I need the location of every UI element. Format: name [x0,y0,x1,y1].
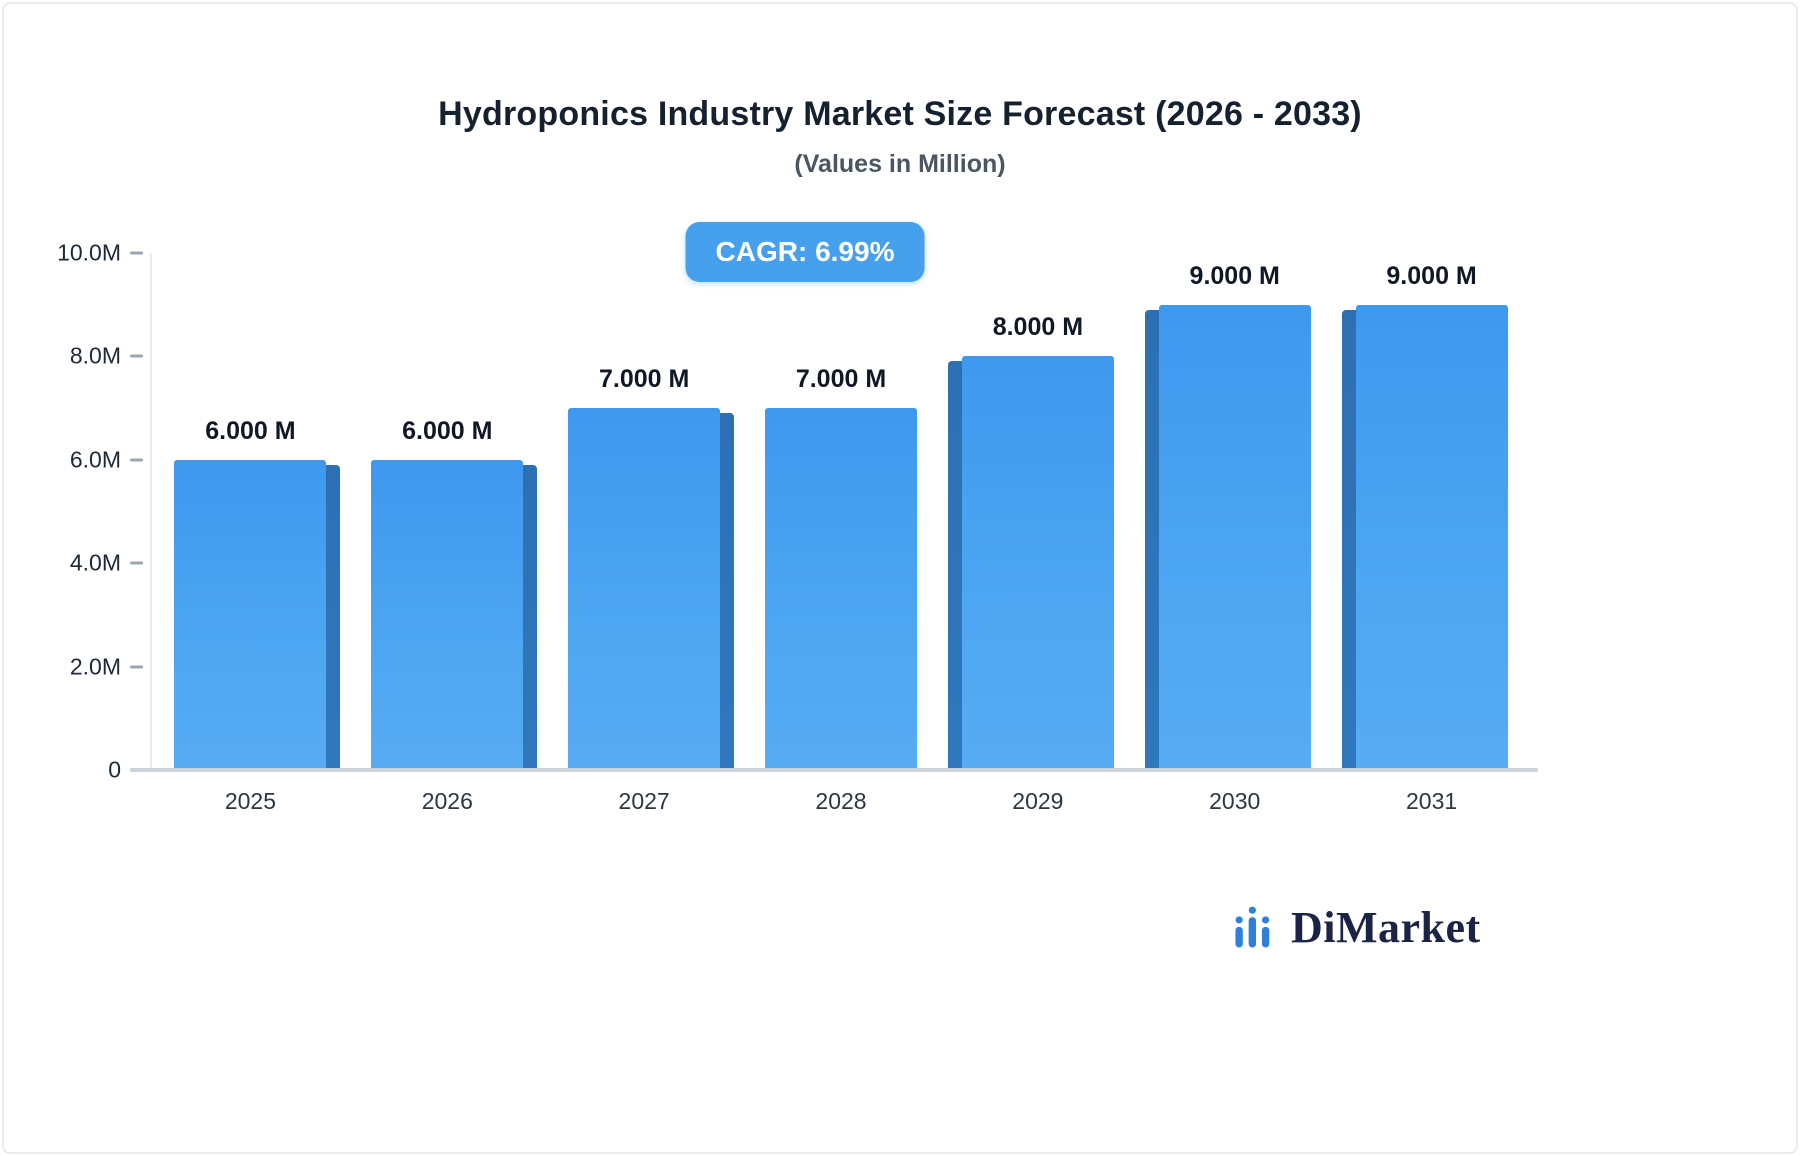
bar-2031[interactable] [1341,304,1508,771]
brand-logo: DiMarket [1232,902,1481,953]
bar-group: 7.000 M 2027 [546,253,743,814]
x-axis-label: 2028 [815,788,867,814]
x-axis-label: 2030 [1209,788,1261,814]
bar-value-label: 6.000 M [205,416,296,445]
bar-value-label: 7.000 M [598,365,690,394]
plot-area: 6.000 M 2025 6.000 M 2026 7.000 M 2027 7.000 M… [130,253,1538,814]
x-axis-label: 2027 [618,788,670,814]
bar-value-label: 9.000 M [1386,261,1477,290]
bar-2026[interactable] [371,459,538,771]
y-tick: 8.0M [35,343,143,370]
bar-value-label: 9.000 M [1189,261,1280,290]
y-tick-mark [130,458,143,462]
bar-value-label: 8.000 M [992,313,1084,342]
bar-group: 6.000 M 2026 [349,253,546,814]
bar-group: 8.000 M 2029 [939,253,1136,814]
y-tick-label: 6.0M [69,446,121,473]
dimarket-logo-icon [1235,906,1270,948]
y-tick: 4.0M [35,550,143,577]
y-tick: 2.0M [35,653,143,680]
y-tick-label: 8.0M [69,342,121,369]
bar-2025[interactable] [174,459,341,771]
y-tick-label: 2.0M [69,653,121,680]
y-tick-mark [130,665,143,669]
y-tick: 10.0M [35,240,143,267]
bar-2029[interactable] [947,356,1114,770]
y-tick-label: 4.0M [69,549,121,576]
y-tick-mark [130,354,143,358]
y-tick: 0 [35,757,143,784]
x-axis-label: 2031 [1405,788,1458,814]
y-axis: 0 2.0M 4.0M 6.0M 8.0M 10.0M [35,240,143,783]
y-tick-label: 0 [108,756,121,783]
bar-group: 7.000 M 2028 [743,253,940,814]
bar-group: 9.000 M 2030 [1136,253,1333,814]
bar-2027[interactable] [568,408,735,770]
brand-name: DiMarket [1291,903,1481,952]
bar-value-label: 6.000 M [402,416,493,445]
bar-value-label: 7.000 M [795,365,887,394]
y-tick-label: 10.0M [57,239,121,266]
chart-title: Hydroponics Industry Market Size Forecas… [438,95,1362,133]
bar-group: 9.000 M 2031 [1333,253,1530,814]
x-axis-label: 2025 [224,788,277,814]
x-axis-label: 2029 [1012,788,1064,814]
y-tick-mark [130,561,143,565]
bar-chart: 0 2.0M 4.0M 6.0M 8.0M 10.0M 6.000 M 2025 6.000 … [35,240,1538,853]
y-tick: 6.0M [35,446,143,473]
cagr-badge: CAGR: 6.99% [685,222,925,282]
bar-2030[interactable] [1144,304,1311,771]
chart-subtitle: (Values in Million) [794,150,1006,178]
bar-group: 6.000 M 2025 [152,253,349,814]
bar-2028[interactable] [765,408,917,770]
x-axis-label: 2026 [421,788,473,814]
y-tick-mark [130,251,143,255]
